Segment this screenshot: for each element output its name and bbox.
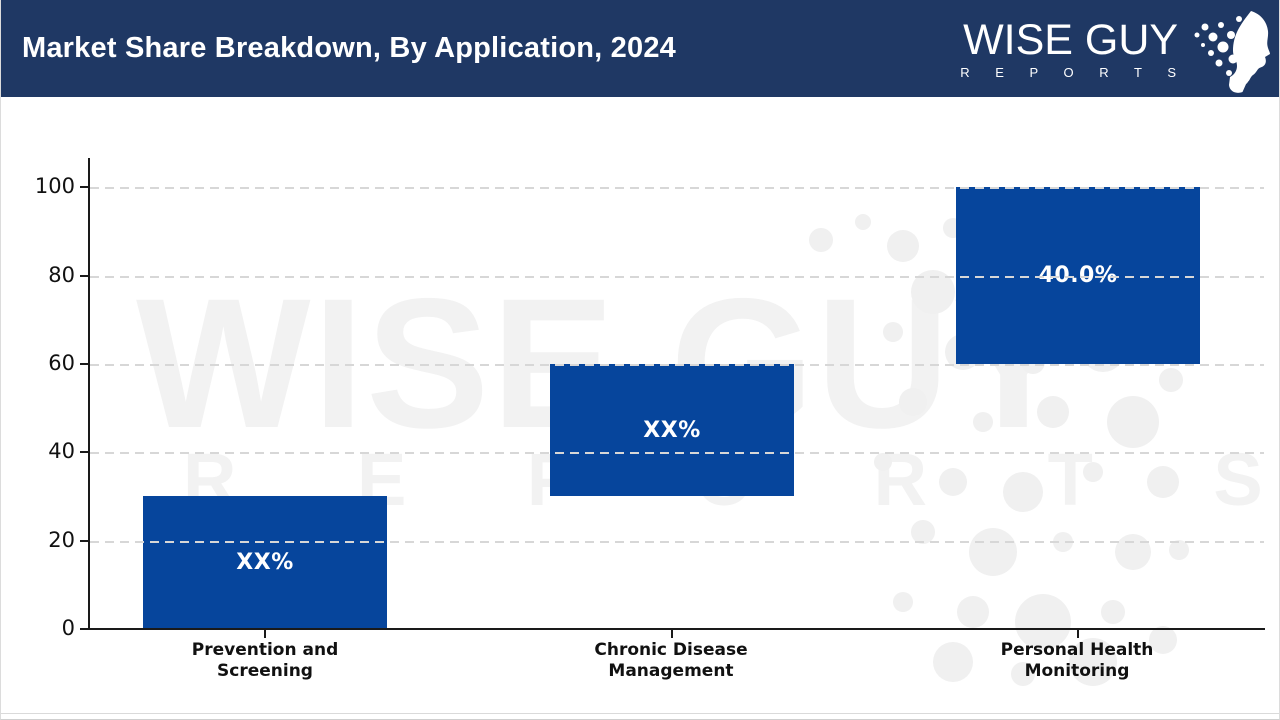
header-bar: Market Share Breakdown, By Application, … — [1, 0, 1279, 97]
y-tick-label-60: 60 — [48, 351, 75, 375]
x-axis-line — [87, 628, 1265, 630]
bar-personal-health: 40.0% — [956, 187, 1200, 364]
gridline-80 — [90, 276, 1264, 278]
x-category-line: Personal Health — [1000, 640, 1154, 660]
y-tick-label-0: 0 — [61, 616, 75, 640]
gridline-40 — [90, 452, 1264, 454]
wise-guy-reports-logo: WISE GUY R E P O R T S — [954, 4, 1271, 94]
x-tick-mark — [671, 630, 673, 638]
x-tick-mark — [264, 630, 266, 638]
x-category-label: Chronic Disease Management — [541, 640, 801, 682]
y-tick-mark — [80, 186, 88, 188]
y-tick-mark — [80, 628, 88, 630]
x-category-line: Management — [608, 661, 734, 681]
gridline-60 — [90, 364, 1264, 366]
x-category-line: Screening — [217, 661, 313, 681]
y-axis-line — [88, 158, 90, 630]
y-tick-label-80: 80 — [48, 263, 75, 287]
x-category-line: Monitoring — [1024, 661, 1130, 681]
y-tick-label-100: 100 — [34, 174, 75, 198]
x-tick-mark — [1077, 630, 1079, 638]
y-tick-mark — [80, 275, 88, 277]
bar-value-label: 40.0% — [1038, 263, 1118, 288]
bar-value-label: XX% — [236, 549, 294, 575]
logo-text: WISE GUY R E P O R T S — [954, 18, 1187, 80]
gridline-20 — [90, 541, 1264, 543]
x-category-label: Personal Health Monitoring — [947, 640, 1207, 682]
y-tick-mark — [80, 451, 88, 453]
y-tick-mark — [80, 540, 88, 542]
x-category-line: Prevention and — [191, 640, 339, 660]
bar-chronic-disease: XX% — [550, 364, 794, 496]
gridline-100 — [90, 187, 1264, 189]
bar-prevention-screening: XX% — [143, 496, 387, 628]
x-category-label: Prevention and Screening — [135, 640, 395, 682]
footer-divider — [1, 713, 1279, 714]
x-category-line: Chronic Disease — [594, 640, 748, 660]
logo-subtitle: R E P O R T S — [960, 65, 1187, 80]
logo-face-icon — [1194, 11, 1270, 93]
logo-name: WISE GUY — [963, 16, 1179, 64]
y-tick-label-20: 20 — [48, 528, 75, 552]
page-title: Market Share Breakdown, By Application, … — [22, 32, 676, 64]
y-tick-label-40: 40 — [48, 439, 75, 463]
y-tick-mark — [80, 363, 88, 365]
bar-value-label: XX% — [643, 417, 701, 443]
